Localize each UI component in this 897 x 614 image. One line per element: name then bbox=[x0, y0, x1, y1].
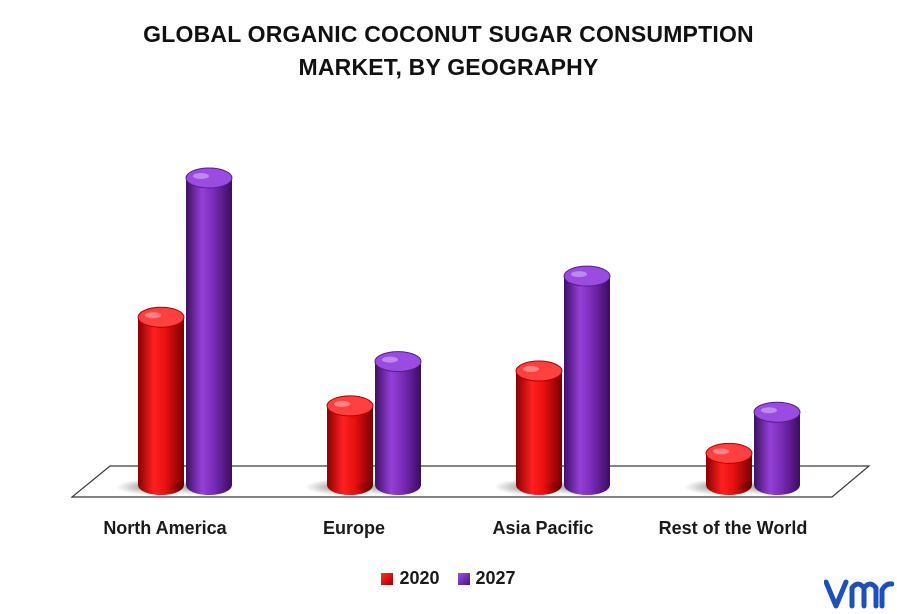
legend-label-2020: 2020 bbox=[399, 568, 440, 588]
vmr-logo bbox=[824, 579, 894, 609]
category-label-europe: Europe bbox=[323, 518, 385, 538]
category-label-north-america: North America bbox=[103, 518, 227, 538]
legend-item-2020: 2020 bbox=[381, 568, 440, 589]
chart-title: GLOBAL ORGANIC COCONUT SUGAR CONSUMPTION… bbox=[0, 18, 897, 84]
legend-swatch-2027 bbox=[457, 572, 470, 585]
bar-2027-rest-of-the-world bbox=[732, 401, 802, 495]
bar-2027-europe bbox=[353, 351, 423, 495]
legend-item-2027: 2027 bbox=[457, 568, 516, 589]
bar-2020-europe bbox=[305, 395, 375, 495]
legend-swatch-2020 bbox=[381, 572, 394, 585]
category-label-asia-pacific: Asia Pacific bbox=[492, 518, 593, 538]
legend: 2020 2027 bbox=[0, 568, 897, 589]
bar-2020-asia-pacific bbox=[494, 360, 564, 495]
chart-floor bbox=[70, 465, 871, 498]
bar-2027-north-america bbox=[164, 167, 234, 495]
bar-2027-asia-pacific bbox=[542, 265, 612, 495]
chart-title-line-1: GLOBAL ORGANIC COCONUT SUGAR CONSUMPTION bbox=[143, 21, 754, 47]
legend-label-2027: 2027 bbox=[475, 568, 516, 588]
category-label-rest-of-the-world: Rest of the World bbox=[659, 518, 808, 538]
chart-title-line-2: MARKET, BY GEOGRAPHY bbox=[298, 54, 599, 80]
bar-2020-north-america bbox=[116, 306, 186, 495]
